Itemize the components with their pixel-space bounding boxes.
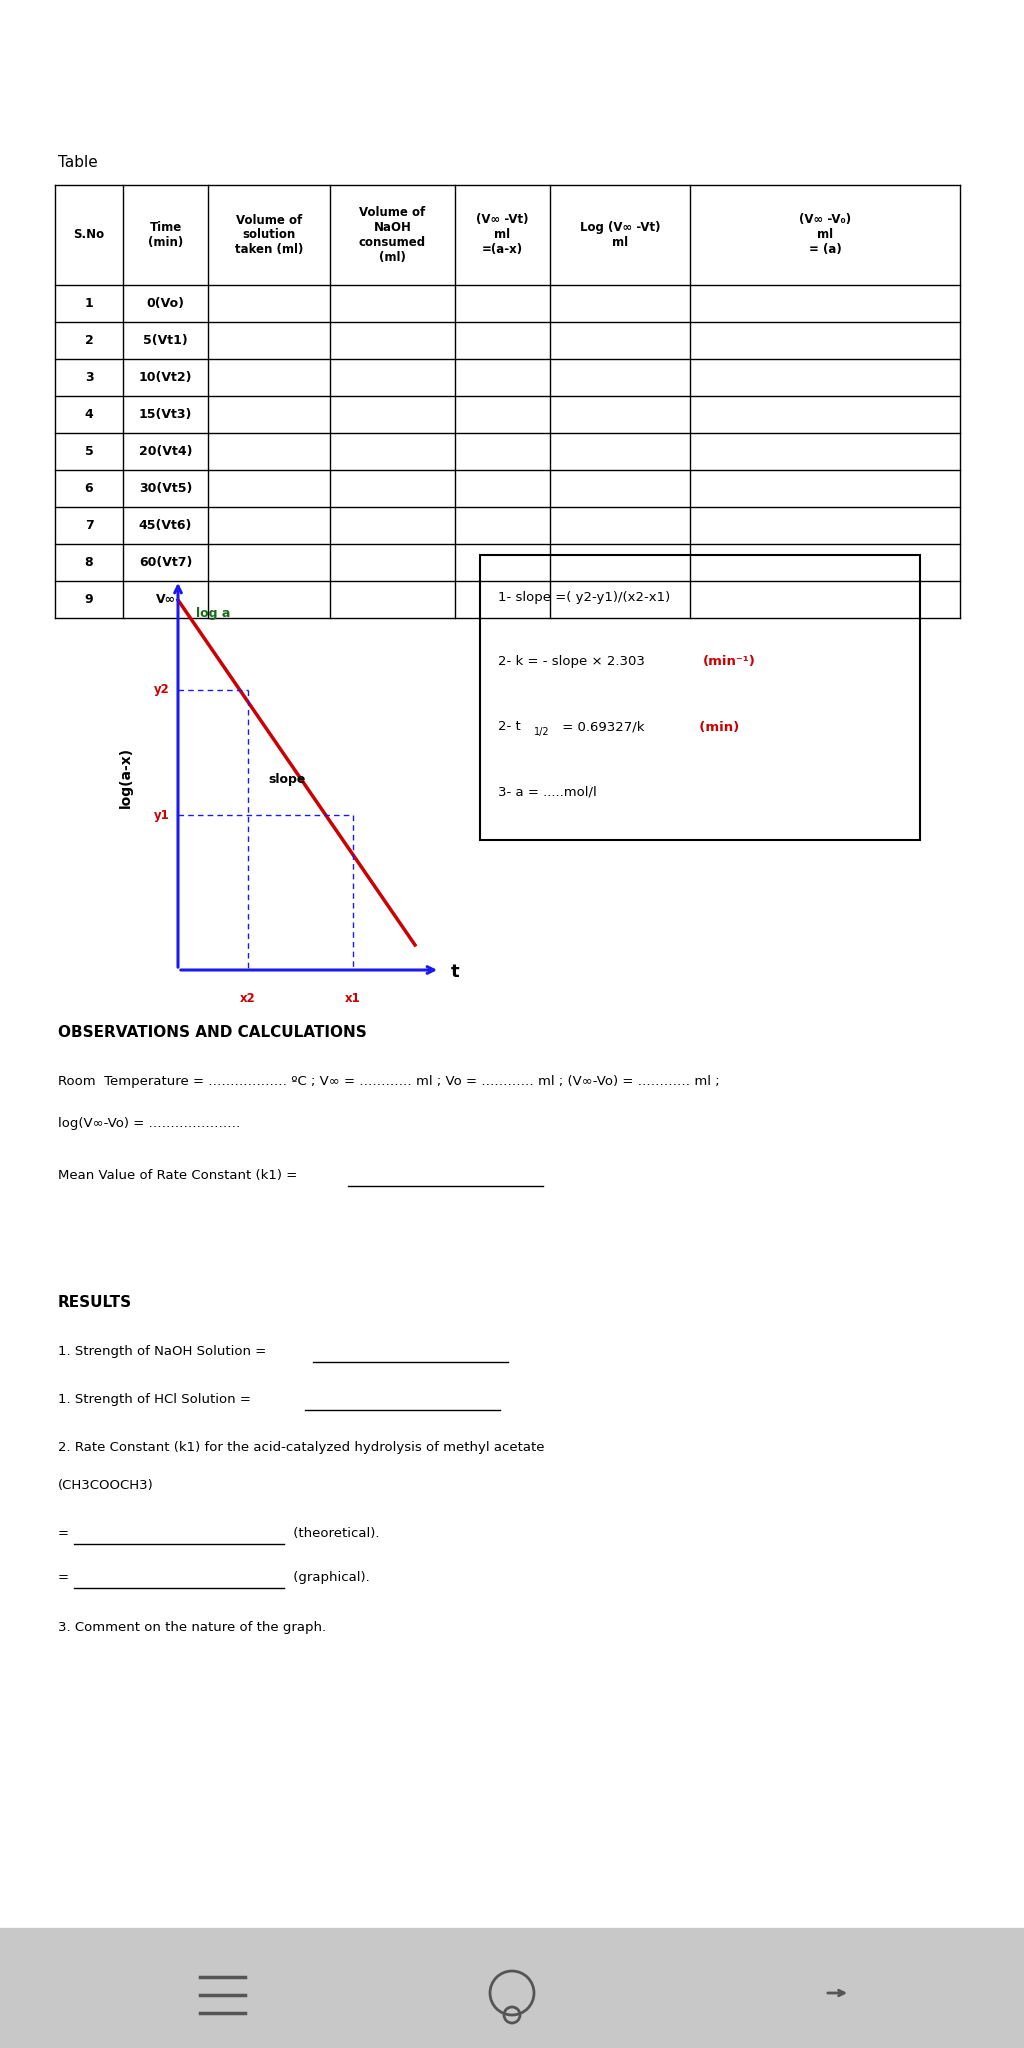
Text: 2- k = - slope × 2.303: 2- k = - slope × 2.303 <box>498 655 645 668</box>
Text: 5: 5 <box>85 444 93 459</box>
Text: (CH3COOCH3): (CH3COOCH3) <box>58 1479 154 1493</box>
Text: Volume of
NaOH
consumed
(ml): Volume of NaOH consumed (ml) <box>359 207 426 264</box>
Text: t: t <box>451 963 460 981</box>
Text: log a: log a <box>196 606 230 618</box>
Text: 2: 2 <box>85 334 93 346</box>
FancyBboxPatch shape <box>480 555 920 840</box>
Text: log(a-x): log(a-x) <box>119 748 133 809</box>
Text: 6: 6 <box>85 481 93 496</box>
Text: Volume of
solution
taken (ml): Volume of solution taken (ml) <box>234 213 303 256</box>
Text: = 0.69327/k: = 0.69327/k <box>558 721 644 733</box>
Text: V∞: V∞ <box>156 594 175 606</box>
Text: 4: 4 <box>85 408 93 422</box>
Text: y1: y1 <box>155 809 170 821</box>
Text: 60(Vt7): 60(Vt7) <box>139 555 193 569</box>
Text: 2- t: 2- t <box>498 721 521 733</box>
Text: (min): (min) <box>690 721 739 733</box>
Text: (V∞ -Vt)
ml
=(a-x): (V∞ -Vt) ml =(a-x) <box>476 213 528 256</box>
Text: S.No: S.No <box>74 229 104 242</box>
Text: Log (V∞ -Vt)
ml: Log (V∞ -Vt) ml <box>580 221 660 250</box>
Text: Table: Table <box>58 156 97 170</box>
Text: 1: 1 <box>85 297 93 309</box>
Text: =: = <box>58 1528 74 1540</box>
Text: 10(Vt2): 10(Vt2) <box>138 371 193 385</box>
Text: x2: x2 <box>240 991 256 1006</box>
Bar <box>0 1927 1024 2048</box>
Text: Time
(min): Time (min) <box>147 221 183 250</box>
Text: 5(Vt1): 5(Vt1) <box>143 334 187 346</box>
Text: OBSERVATIONS AND CALCULATIONS: OBSERVATIONS AND CALCULATIONS <box>58 1024 367 1040</box>
Text: 1. Strength of NaOH Solution =: 1. Strength of NaOH Solution = <box>58 1346 270 1358</box>
Text: 20(Vt4): 20(Vt4) <box>138 444 193 459</box>
Text: slope: slope <box>268 774 305 786</box>
Text: x1: x1 <box>345 991 360 1006</box>
Text: y2: y2 <box>155 684 170 696</box>
Text: RESULTS: RESULTS <box>58 1294 132 1311</box>
Text: 15(Vt3): 15(Vt3) <box>139 408 193 422</box>
Text: 1/2: 1/2 <box>534 727 550 737</box>
Text: 9: 9 <box>85 594 93 606</box>
Text: (theoretical).: (theoretical). <box>289 1528 380 1540</box>
Text: 8: 8 <box>85 555 93 569</box>
Text: 30(Vt5): 30(Vt5) <box>139 481 193 496</box>
Text: (min⁻¹): (min⁻¹) <box>703 655 756 668</box>
Text: 1. Strength of HCl Solution =: 1. Strength of HCl Solution = <box>58 1393 255 1407</box>
Text: (graphical).: (graphical). <box>289 1571 370 1583</box>
Text: 3. Comment on the nature of the graph.: 3. Comment on the nature of the graph. <box>58 1622 326 1634</box>
Text: 45(Vt6): 45(Vt6) <box>139 518 193 532</box>
Text: 3: 3 <box>85 371 93 385</box>
Text: Room  Temperature = ……………… ºC ; V∞ = ………… ml ; Vo = ………… ml ; (V∞-Vo) = ………… ml : Room Temperature = ……………… ºC ; V∞ = …………… <box>58 1075 720 1087</box>
Text: 7: 7 <box>85 518 93 532</box>
Text: 0(Vo): 0(Vo) <box>146 297 184 309</box>
Text: 3- a = .....mol/l: 3- a = .....mol/l <box>498 786 597 799</box>
Text: 1- slope =( y2-y1)/(x2-x1): 1- slope =( y2-y1)/(x2-x1) <box>498 590 671 604</box>
Text: (V∞ -V₀)
ml
= (a): (V∞ -V₀) ml = (a) <box>799 213 851 256</box>
Text: log(V∞-Vo) = …………………: log(V∞-Vo) = ………………… <box>58 1116 241 1130</box>
Text: 2. Rate Constant (k1) for the acid-catalyzed hydrolysis of methyl acetate: 2. Rate Constant (k1) for the acid-catal… <box>58 1442 545 1454</box>
Text: =: = <box>58 1571 74 1583</box>
Text: Mean Value of Rate Constant (k1) =: Mean Value of Rate Constant (k1) = <box>58 1169 301 1182</box>
